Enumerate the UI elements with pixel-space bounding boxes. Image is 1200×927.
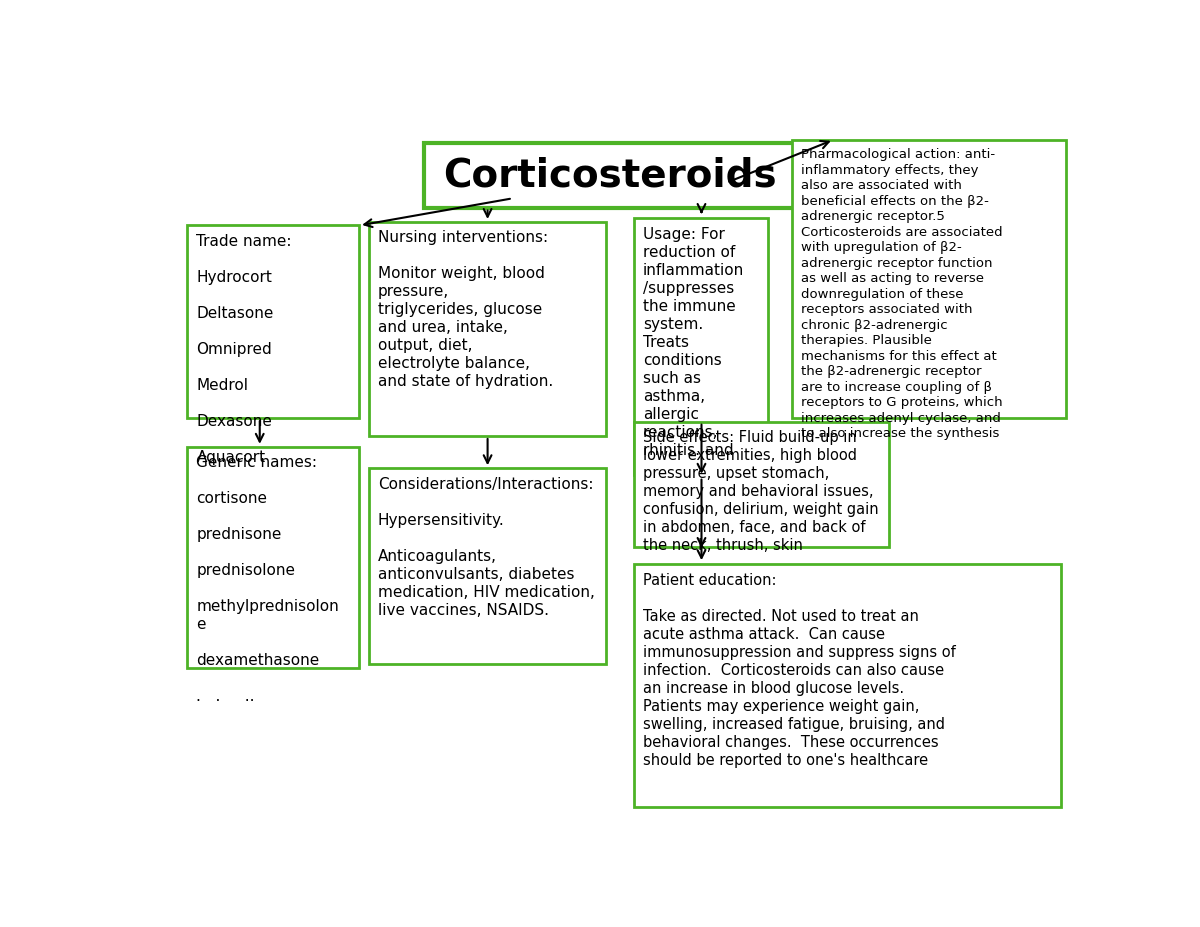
FancyBboxPatch shape <box>368 222 606 436</box>
FancyBboxPatch shape <box>634 219 768 476</box>
FancyBboxPatch shape <box>368 468 606 665</box>
FancyBboxPatch shape <box>187 225 359 418</box>
Text: Trade name:

Hydrocort

Deltasone

Omnipred

Medrol

Dexasone

Aquacort: Trade name: Hydrocort Deltasone Omnipred… <box>197 234 292 465</box>
FancyBboxPatch shape <box>792 140 1066 418</box>
Text: Nursing interventions:

Monitor weight, blood
pressure,
triglycerides, glucose
a: Nursing interventions: Monitor weight, b… <box>378 231 553 389</box>
Text: Patient education:

Take as directed. Not used to treat an
acute asthma attack. : Patient education: Take as directed. Not… <box>643 573 955 768</box>
Text: Usage: For
reduction of
inflammation
/suppresses
the immune
system.
Treats
condi: Usage: For reduction of inflammation /su… <box>643 227 744 458</box>
Text: Pharmacological action: anti-
inflammatory effects, they
also are associated wit: Pharmacological action: anti- inflammato… <box>802 148 1003 440</box>
FancyBboxPatch shape <box>425 144 797 208</box>
Text: Considerations/Interactions:

Hypersensitivity.

Anticoagulants,
anticonvulsants: Considerations/Interactions: Hypersensit… <box>378 476 595 617</box>
Text: Generic names:

cortisone

prednisone

prednisolone

methylprednisolon
e

dexame: Generic names: cortisone prednisone pred… <box>197 455 340 705</box>
Text: Corticosteroids: Corticosteroids <box>444 157 778 195</box>
FancyBboxPatch shape <box>187 447 359 668</box>
FancyBboxPatch shape <box>634 422 889 547</box>
Text: Side effects: Fluid build-up in
lower extremities, high blood
pressure, upset st: Side effects: Fluid build-up in lower ex… <box>643 430 878 553</box>
FancyBboxPatch shape <box>634 565 1062 807</box>
